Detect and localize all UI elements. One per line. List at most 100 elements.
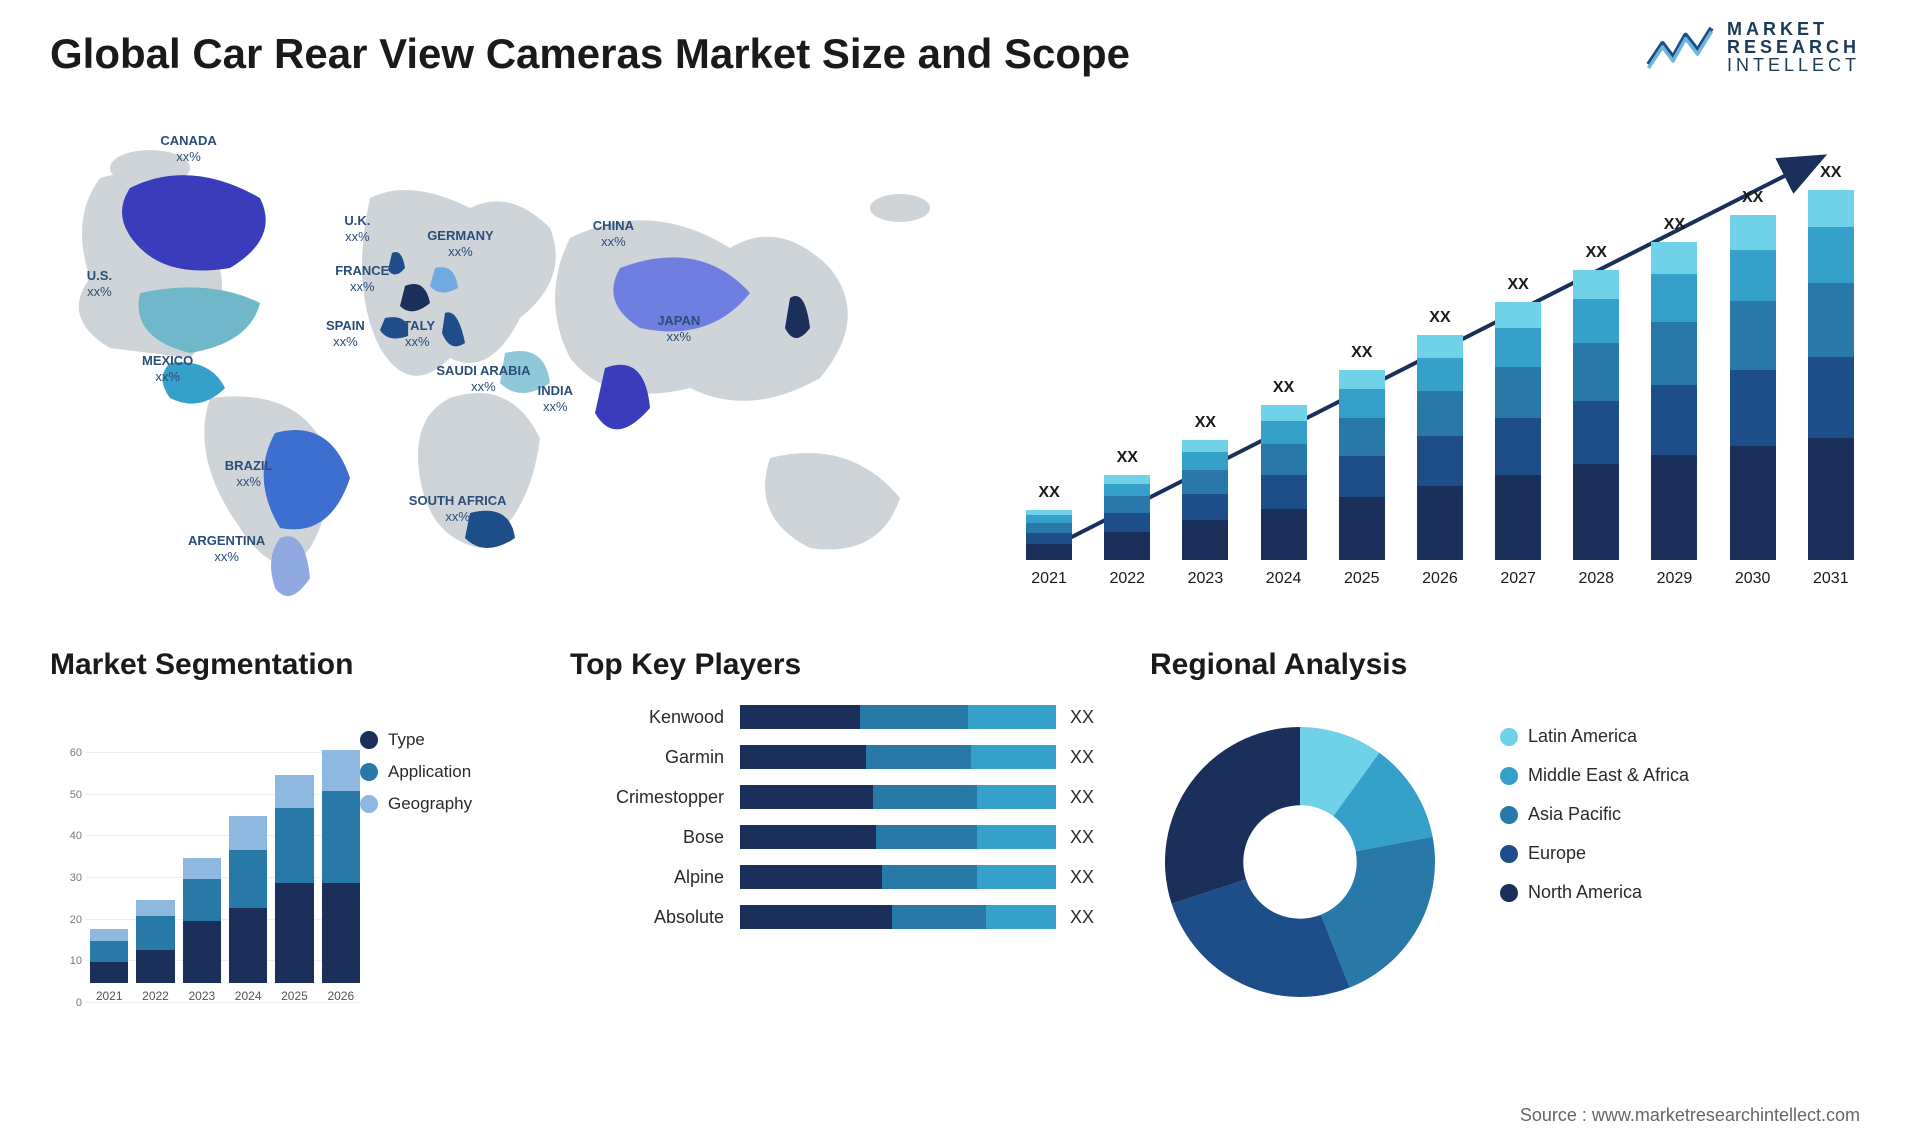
seg-year-label: 2021 (96, 989, 123, 1003)
main-bar-segment (1261, 444, 1307, 475)
main-bar-value-label: XX (1664, 216, 1685, 234)
main-bar-year-label: 2031 (1813, 570, 1849, 588)
legend-label: Asia Pacific (1528, 804, 1621, 825)
main-bar-segment (1730, 250, 1776, 302)
seg-bar-segment (183, 858, 221, 879)
map-label-argentina: ARGENTINAxx% (188, 533, 265, 566)
player-bar-segment (977, 825, 1056, 849)
main-bar-value-label: XX (1117, 449, 1138, 467)
player-bar (740, 865, 1056, 889)
main-bar-segment (1808, 227, 1854, 283)
player-bar-segment (740, 825, 876, 849)
main-bar-year-label: 2026 (1422, 570, 1458, 588)
map-label-japan: JAPANxx% (657, 313, 700, 346)
player-bar (740, 745, 1056, 769)
main-bar-segment (1182, 494, 1228, 520)
map-label-u-s-: U.S.xx% (87, 268, 112, 301)
main-bar-value-label: XX (1273, 379, 1294, 397)
seg-ytick: 40 (70, 830, 82, 842)
main-bar-segment (1730, 370, 1776, 446)
main-bar-value-label: XX (1195, 414, 1216, 432)
main-bar-value-label: XX (1507, 276, 1528, 294)
player-value-label: XX (1070, 707, 1110, 728)
legend-label: Application (388, 762, 471, 782)
main-bar-segment (1808, 357, 1854, 438)
main-bar-segment (1651, 242, 1697, 274)
seg-ytick: 30 (70, 872, 82, 884)
seg-bar-segment (322, 883, 360, 983)
main-bar-segment (1573, 270, 1619, 299)
main-bar-segment (1261, 405, 1307, 421)
seg-ytick: 20 (70, 914, 82, 926)
legend-label: Middle East & Africa (1528, 765, 1689, 786)
main-bar-segment (1182, 470, 1228, 494)
legend-dot-icon (360, 731, 378, 749)
legend-dot-icon (360, 795, 378, 813)
seg-ytick: 10 (70, 955, 82, 967)
player-value-label: XX (1070, 867, 1110, 888)
main-bar-2024: XX2024 (1261, 379, 1307, 588)
legend-dot-icon (1500, 767, 1518, 785)
seg-bar-segment (136, 900, 174, 917)
main-bar-segment (1651, 385, 1697, 455)
player-bar (740, 785, 1056, 809)
player-bar-segment (860, 705, 967, 729)
main-bar-2031: XX2031 (1808, 164, 1854, 588)
main-bar-segment (1261, 509, 1307, 560)
main-bar-segment (1261, 421, 1307, 444)
page-title: Global Car Rear View Cameras Market Size… (50, 30, 1870, 78)
logo-mark-icon (1645, 22, 1715, 72)
seg-year-label: 2023 (188, 989, 215, 1003)
seg-bar-segment (136, 950, 174, 983)
map-label-u-k-: U.K.xx% (344, 213, 370, 246)
legend-label: Europe (1528, 843, 1586, 864)
seg-ytick: 50 (70, 789, 82, 801)
main-bar-segment (1026, 523, 1072, 533)
main-bar-segment (1182, 520, 1228, 560)
player-row: Absolute XX (590, 902, 1110, 932)
main-bar-2023: XX2023 (1182, 414, 1228, 588)
segmentation-panel: Market Segmentation 0102030405060 202120… (50, 648, 530, 1028)
donut-slice (1172, 880, 1350, 997)
main-bar-segment (1651, 455, 1697, 560)
seg-bar-2023: 2023 (183, 858, 221, 1003)
player-bar-segment (740, 905, 892, 929)
main-bar-segment (1026, 544, 1072, 561)
main-bar-segment (1573, 464, 1619, 560)
main-bar-segment (1495, 475, 1541, 560)
legend-dot-icon (360, 763, 378, 781)
player-name-label: Absolute (590, 907, 740, 928)
regional-legend-item: Middle East & Africa (1500, 765, 1770, 786)
main-bar-value-label: XX (1742, 189, 1763, 207)
seg-bar-segment (275, 883, 313, 983)
seg-year-label: 2026 (327, 989, 354, 1003)
main-bar-segment (1417, 391, 1463, 436)
player-value-label: XX (1070, 907, 1110, 928)
main-bar-segment (1417, 436, 1463, 486)
regional-legend-item: Latin America (1500, 726, 1770, 747)
map-label-saudi-arabia: SAUDI ARABIAxx% (436, 363, 530, 396)
main-bar-value-label: XX (1429, 309, 1450, 327)
player-name-label: Kenwood (590, 707, 740, 728)
logo-line1: MARKET (1727, 20, 1860, 38)
player-bar-segment (977, 865, 1056, 889)
seg-legend-item: Application (360, 762, 530, 782)
legend-dot-icon (1500, 884, 1518, 902)
main-bar-segment (1104, 513, 1150, 532)
main-bar-year-label: 2021 (1031, 570, 1067, 588)
map-label-spain: SPAINxx% (326, 318, 365, 351)
player-bar (740, 905, 1056, 929)
seg-ytick: 0 (76, 997, 82, 1009)
brand-logo: MARKET RESEARCH INTELLECT (1645, 20, 1860, 74)
seg-bar-segment (275, 775, 313, 808)
main-bar-value-label: XX (1038, 484, 1059, 502)
player-value-label: XX (1070, 827, 1110, 848)
regional-title: Regional Analysis (1150, 648, 1470, 682)
player-bar-segment (882, 865, 977, 889)
map-country-brazil (264, 430, 350, 529)
seg-bar-segment (229, 850, 267, 908)
map-label-south-africa: SOUTH AFRICAxx% (409, 493, 507, 526)
source-attribution: Source : www.marketresearchintellect.com (1520, 1105, 1860, 1126)
main-bar-2027: XX2027 (1495, 276, 1541, 588)
player-row: AlpineXX (590, 862, 1110, 892)
